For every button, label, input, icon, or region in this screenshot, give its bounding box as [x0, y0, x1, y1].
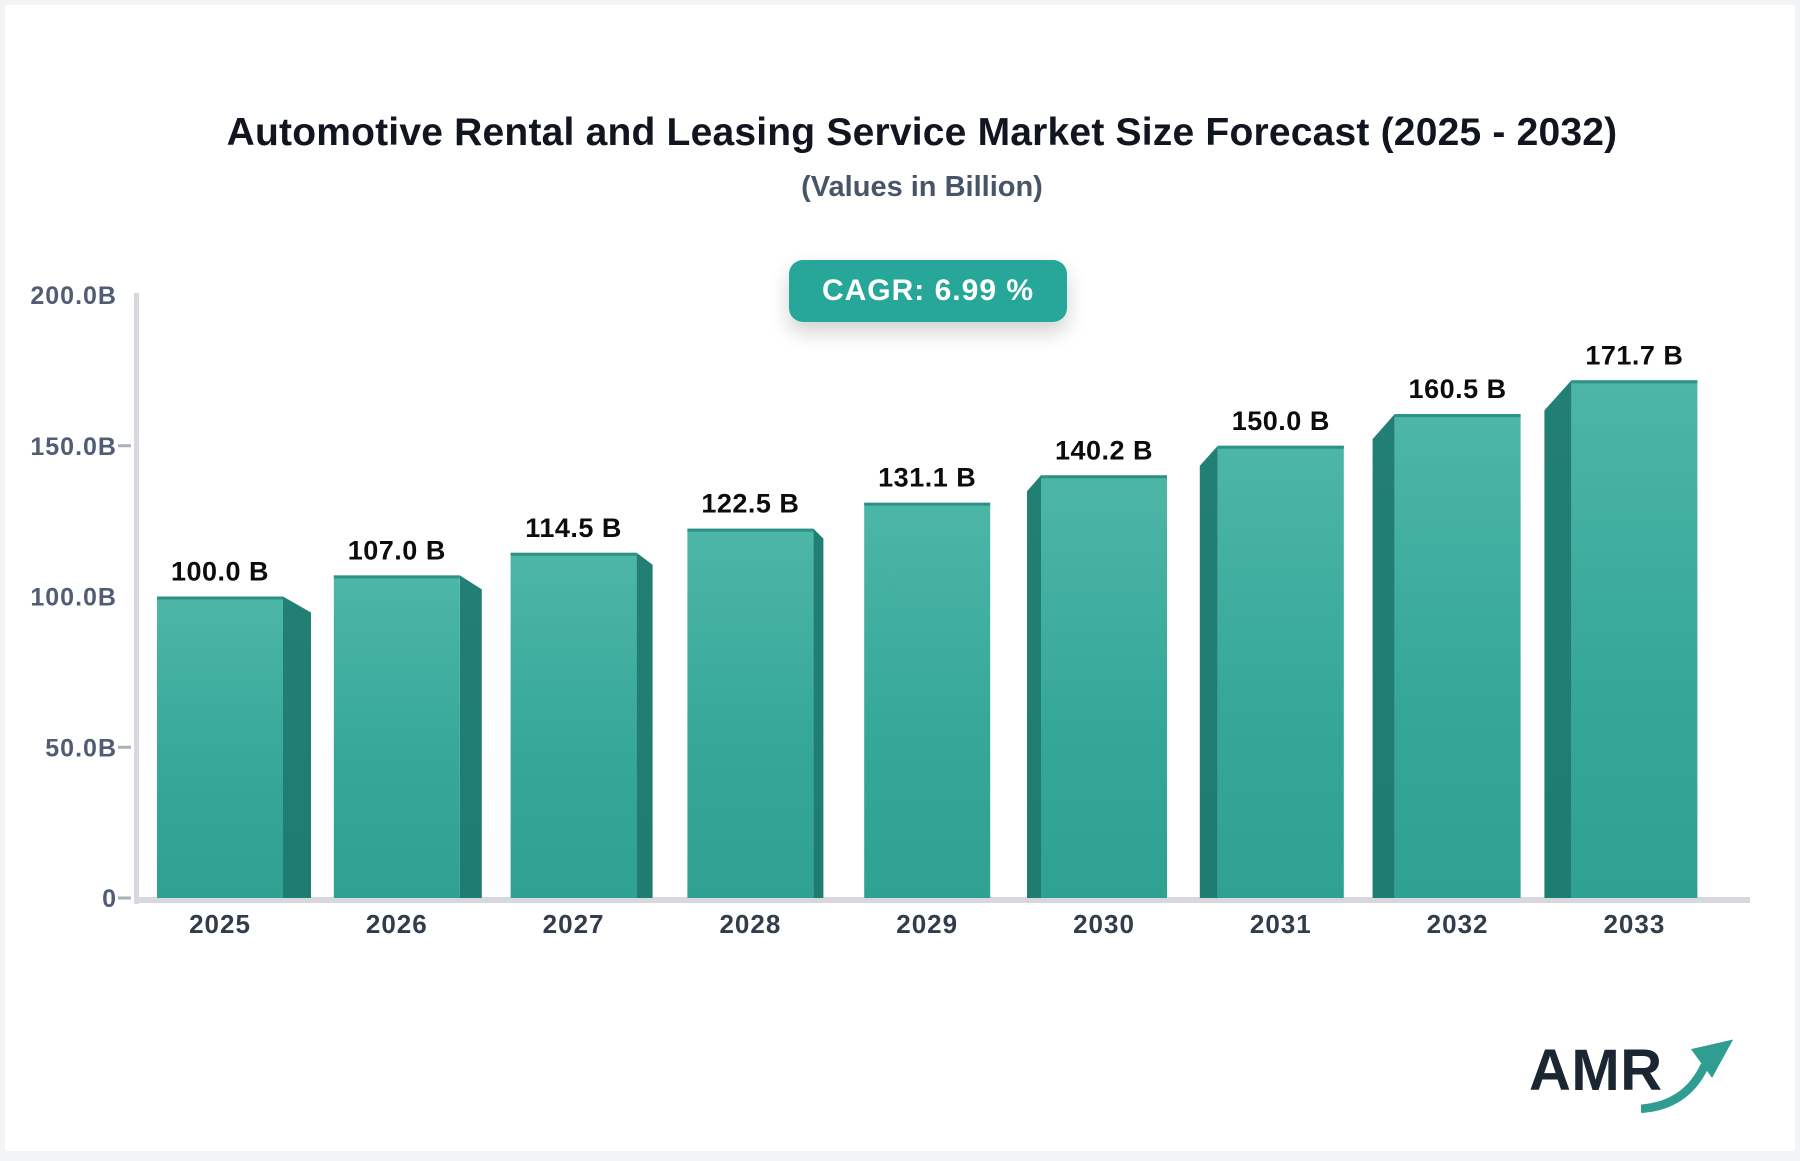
x-axis-label: 2026	[366, 909, 428, 939]
x-axis-label: 2033	[1603, 909, 1665, 939]
bar-value-label: 140.2 B	[1055, 435, 1153, 465]
bar-value-label: 131.1 B	[878, 463, 976, 493]
x-axis-label: 2028	[719, 909, 781, 939]
bar-side	[459, 575, 482, 898]
bar-group-2029	[864, 502, 991, 898]
amr-logo-text: AMR	[1529, 1038, 1663, 1103]
bar-group-2028	[687, 528, 824, 898]
bar-top-edge	[1571, 380, 1698, 384]
bar-side	[636, 552, 653, 898]
bar-group-2025	[157, 596, 311, 898]
y-axis-tick	[118, 745, 131, 749]
bar-top-edge	[1041, 475, 1167, 479]
y-axis-label: 100.0B	[30, 584, 117, 612]
bar-front	[333, 575, 460, 898]
x-axis-label: 2031	[1250, 909, 1312, 939]
bar-group-2032	[1372, 414, 1521, 898]
bar-chart: 200.0B 150.0B 100.0B 50.0B 0 100.0 B 2025 107.0…	[30, 282, 1750, 939]
amr-logo: AMR	[1529, 1037, 1739, 1127]
cagr-badge: CAGR: 6.99 %	[789, 260, 1067, 322]
bar-front	[157, 596, 283, 898]
bar-front	[1571, 380, 1698, 899]
bar-top-edge	[1217, 445, 1344, 449]
bar-front	[687, 528, 814, 898]
chart-subtitle: (Values in Billion)	[801, 171, 1043, 203]
chart-title: Automotive Rental and Leasing Service Ma…	[226, 111, 1618, 154]
bar-value-label: 171.7 B	[1585, 340, 1683, 370]
bar-group-2031	[1199, 445, 1344, 898]
bar-side	[283, 596, 311, 898]
y-axis-tick	[118, 896, 131, 900]
bar-value-label: 122.5 B	[701, 489, 799, 519]
bar-front	[1217, 445, 1344, 898]
x-axis-label: 2032	[1427, 909, 1489, 939]
bar-value-label: 160.5 B	[1409, 374, 1507, 404]
bar-value-label: 114.5 B	[525, 513, 622, 543]
bar-top-edge	[687, 528, 814, 532]
bar-side	[813, 528, 824, 898]
bar-top-edge	[157, 596, 283, 600]
x-axis-label: 2025	[189, 909, 251, 939]
cagr-badge-label: CAGR: 6.99 %	[821, 274, 1035, 307]
y-axis-label: 50.0B	[45, 734, 117, 762]
bar-top-edge	[1394, 414, 1521, 418]
bar-value-label: 107.0 B	[348, 535, 446, 565]
y-axis-line	[134, 293, 139, 904]
bar-group-2026	[333, 575, 482, 898]
y-axis-label: 200.0B	[30, 282, 117, 310]
x-axis-line	[134, 897, 1750, 903]
growth-arrow-icon	[1641, 1039, 1734, 1113]
bar-side	[1027, 475, 1041, 898]
bar-value-label: 100.0 B	[171, 557, 269, 587]
bar-group-2027	[510, 552, 653, 898]
bar-group-2030	[1027, 475, 1167, 898]
bar-side	[1199, 445, 1218, 898]
bar-top-edge	[333, 575, 460, 579]
bar-front	[1394, 414, 1521, 898]
bar-front	[864, 502, 991, 898]
y-axis-tick	[118, 444, 131, 448]
y-axis-label: 150.0B	[30, 433, 117, 461]
chart-card: Automotive Rental and Leasing Service Ma…	[5, 5, 1795, 1151]
bar-top-edge	[864, 502, 991, 506]
bar-top-edge	[510, 552, 637, 556]
bar-side	[1372, 414, 1395, 898]
bar-group-2033	[1544, 380, 1698, 899]
bar-side	[1544, 380, 1572, 899]
x-axis-label: 2029	[896, 909, 958, 939]
x-axis-label: 2027	[543, 909, 605, 939]
bar-front	[510, 552, 637, 898]
bar-value-label: 150.0 B	[1232, 406, 1330, 436]
bar-front	[1041, 475, 1167, 898]
x-axis-label: 2030	[1073, 909, 1135, 939]
y-axis-label: 0	[102, 885, 117, 913]
